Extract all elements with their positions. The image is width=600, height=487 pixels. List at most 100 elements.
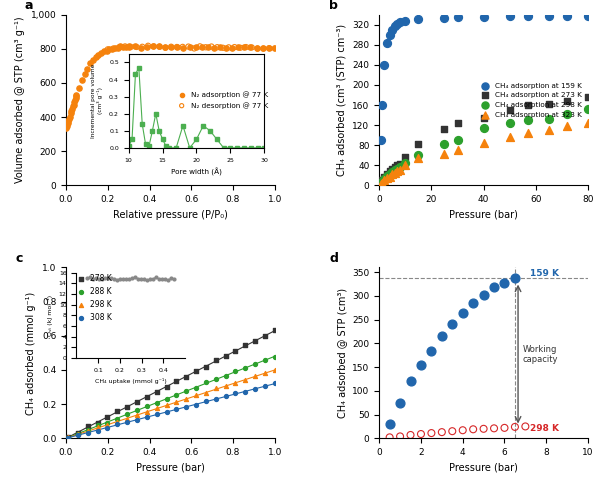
Text: d: d [329, 252, 338, 265]
N₂ adsorption @ 77 K [239, 43, 249, 51]
CH₄ adsorption at 273 K [377, 176, 386, 184]
288 K [162, 395, 172, 403]
N₂ adsorption @ 77 K [66, 110, 76, 117]
298 K [93, 423, 103, 431]
308 K [132, 416, 142, 424]
308 K [83, 429, 92, 437]
N₂ adsorption @ 77 K [203, 43, 212, 51]
308 K [201, 397, 211, 405]
278 K [260, 332, 270, 339]
N₂ adsorption @ 77 K [68, 103, 77, 111]
N₂ desorption @ 77 K [137, 43, 147, 51]
N₂ adsorption @ 77 K [185, 43, 194, 51]
CH₄ adsorption at 159 K [583, 12, 593, 19]
278 K [122, 403, 132, 411]
CH₄ adsorption at 323 K [479, 139, 488, 147]
CH₄ adsorption at 323 K [382, 174, 392, 182]
Point [437, 332, 446, 340]
CH₄ adsorption at 273 K [562, 97, 572, 105]
N₂ desorption @ 77 K [264, 44, 274, 52]
Y-axis label: Volume adsorbed @ STP (cm³ g⁻¹): Volume adsorbed @ STP (cm³ g⁻¹) [15, 17, 25, 183]
CH₄ adsorption at 159 K [479, 13, 488, 20]
Point [479, 425, 488, 433]
Point [385, 420, 394, 428]
288 K [172, 391, 181, 399]
Point [416, 361, 426, 369]
CH₄ adsorption at 159 K [453, 13, 463, 21]
N₂ desorption @ 77 K [235, 44, 245, 52]
298 K [142, 408, 152, 416]
CH₄ adsorption at 323 K [388, 170, 397, 178]
288 K [73, 430, 83, 437]
N₂ desorption @ 77 K [184, 43, 193, 51]
N₂ adsorption @ 77 K [104, 45, 114, 53]
278 K [230, 347, 240, 355]
N₂ adsorption @ 77 K [69, 101, 79, 109]
Point [479, 291, 488, 299]
CH₄ adsorption at 273 K [413, 140, 423, 148]
298 K [103, 421, 112, 429]
308 K [152, 411, 161, 418]
N₂ adsorption @ 77 K [116, 42, 125, 50]
Point [500, 424, 509, 432]
Point [510, 423, 520, 431]
308 K [122, 418, 132, 426]
N₂ adsorption @ 77 K [62, 122, 72, 130]
CH₄ adsorption at 298 K [523, 116, 533, 124]
278 K [201, 363, 211, 371]
N₂ adsorption @ 77 K [71, 92, 81, 99]
CH₄ adsorption at 159 K [440, 14, 449, 21]
N₂ desorption @ 77 K [115, 43, 124, 51]
Y-axis label: CH₄ adsorbed @ STP (cm³): CH₄ adsorbed @ STP (cm³) [337, 288, 347, 418]
288 K [250, 360, 260, 368]
CH₄ adsorption at 273 K [583, 93, 593, 101]
N₂ adsorption @ 77 K [179, 44, 188, 52]
288 K [201, 378, 211, 386]
CH₄ adsorption at 298 K [479, 124, 488, 131]
CH₄ adsorption at 298 K [392, 165, 402, 173]
CH₄ adsorption at 323 K [377, 179, 386, 187]
N₂ adsorption @ 77 K [124, 43, 133, 51]
288 K [63, 434, 73, 442]
N₂ adsorption @ 77 K [142, 43, 152, 51]
Y-axis label: CH₄ adsorbed (mmol g⁻¹): CH₄ adsorbed (mmol g⁻¹) [26, 291, 37, 414]
CH₄ adsorption at 323 K [505, 133, 515, 141]
N₂ desorption @ 77 K [247, 43, 257, 51]
298 K [162, 401, 172, 409]
CH₄ adsorption at 159 K [385, 31, 394, 39]
Point [406, 377, 415, 385]
CH₄ adsorption at 298 K [376, 180, 385, 188]
CH₄ adsorption at 323 K [376, 181, 385, 188]
N₂ adsorption @ 77 K [264, 44, 274, 52]
N₂ adsorption @ 77 K [74, 84, 84, 92]
CH₄ adsorption at 298 K [382, 172, 392, 180]
N₂ adsorption @ 77 K [130, 42, 140, 50]
288 K [142, 403, 152, 411]
308 K [162, 409, 172, 416]
CH₄ adsorption at 159 K [376, 136, 385, 144]
CH₄ adsorption at 323 K [562, 122, 572, 130]
278 K [63, 433, 73, 441]
N₂ desorption @ 77 K [155, 43, 164, 51]
298 K [211, 384, 221, 392]
CH₄ adsorption at 273 K [453, 119, 463, 127]
N₂ desorption @ 77 K [126, 43, 136, 51]
CH₄ adsorption at 273 K [388, 165, 397, 173]
CH₄ adsorption at 323 K [380, 176, 389, 184]
288 K [152, 399, 161, 407]
278 K [73, 429, 83, 436]
308 K [260, 382, 270, 390]
Text: 298 K: 298 K [530, 424, 559, 433]
308 K [250, 385, 260, 393]
298 K [260, 370, 270, 377]
308 K [191, 401, 201, 409]
CH₄ adsorption at 323 K [392, 168, 402, 175]
CH₄ adsorption at 323 K [440, 150, 449, 158]
CH₄ adsorption at 159 K [562, 12, 572, 19]
278 K [113, 407, 122, 414]
Point [521, 423, 530, 431]
CH₄ adsorption at 159 K [401, 17, 410, 24]
288 K [83, 426, 92, 433]
N₂ adsorption @ 77 K [64, 115, 74, 123]
N₂ desorption @ 77 K [230, 43, 239, 51]
